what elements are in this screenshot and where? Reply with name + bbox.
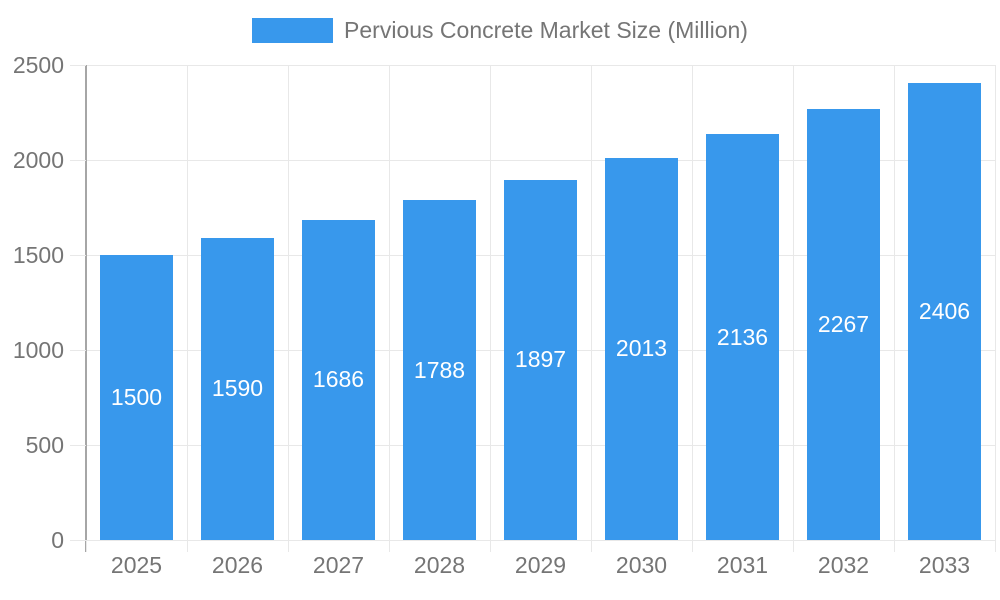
bar-value-label: 2136 [716,323,769,350]
plot-area: 1500 1590 1686 1788 1897 2013 2136 2267 2406 [85,64,996,552]
y-axis-tick-label: 1000 [12,337,64,363]
y-axis-line [85,65,87,552]
y-axis-tick-label: 2500 [12,52,64,78]
x-gridline [994,65,996,540]
x-tick [994,540,996,552]
bar[interactable]: 1500 [100,255,173,540]
x-gridline [792,65,794,540]
y-gridline [86,64,995,66]
bar[interactable]: 2267 [807,109,880,540]
bar[interactable]: 1590 [201,237,274,540]
y-gridline [86,159,995,161]
x-axis-tick-label: 2026 [211,552,264,578]
bar[interactable]: 2406 [908,82,981,540]
bar[interactable]: 1788 [403,200,476,540]
x-tick [388,540,390,552]
bar-value-label: 2013 [615,335,668,362]
x-axis-tick-label: 2033 [918,552,971,578]
x-tick [691,540,693,552]
x-tick [893,540,895,552]
x-axis-tick-label: 2027 [312,552,365,578]
x-axis-tick-label: 2031 [716,552,769,578]
x-tick [186,540,188,552]
bar[interactable]: 1897 [504,179,577,540]
x-tick [489,540,491,552]
x-gridline [489,65,491,540]
bar-value-label: 1788 [413,356,466,383]
y-axis-tick-label: 1500 [12,242,64,268]
y-tick [70,539,86,541]
x-tick [85,540,87,552]
bar-value-label: 2267 [817,311,870,338]
y-gridline [86,539,995,541]
bar[interactable]: 2136 [706,134,779,540]
x-axis-tick-label: 2030 [615,552,668,578]
bar[interactable]: 2013 [605,157,678,540]
bar-value-label: 2406 [918,297,971,324]
y-tick [70,349,86,351]
x-gridline [590,65,592,540]
bar-value-label: 1897 [514,346,567,373]
y-axis-tick-label: 2000 [12,147,64,173]
y-tick [70,159,86,161]
x-gridline [388,65,390,540]
y-axis-tick-label: 500 [25,432,64,458]
bar-value-label: 1686 [312,366,365,393]
legend-label: Pervious Concrete Market Size (Million) [344,16,748,43]
x-tick [590,540,592,552]
x-gridline [186,65,188,540]
y-axis-tick-label: 0 [51,527,64,553]
x-axis-tick-label: 2025 [110,552,163,578]
x-axis-tick-label: 2029 [514,552,567,578]
bar-value-label: 1500 [110,384,163,410]
y-tick [70,64,86,66]
bar-value-label: 1590 [211,375,264,402]
x-axis-tick-label: 2028 [413,552,466,578]
x-gridline [893,65,895,540]
bar[interactable]: 1686 [302,219,375,540]
x-tick [287,540,289,552]
y-tick [70,444,86,446]
legend[interactable]: Pervious Concrete Market Size (Million) [0,17,1000,43]
legend-swatch [252,17,334,43]
x-tick [792,540,794,552]
x-axis-tick-label: 2032 [817,552,870,578]
x-gridline [287,65,289,540]
y-tick [70,254,86,256]
x-gridline [691,65,693,540]
